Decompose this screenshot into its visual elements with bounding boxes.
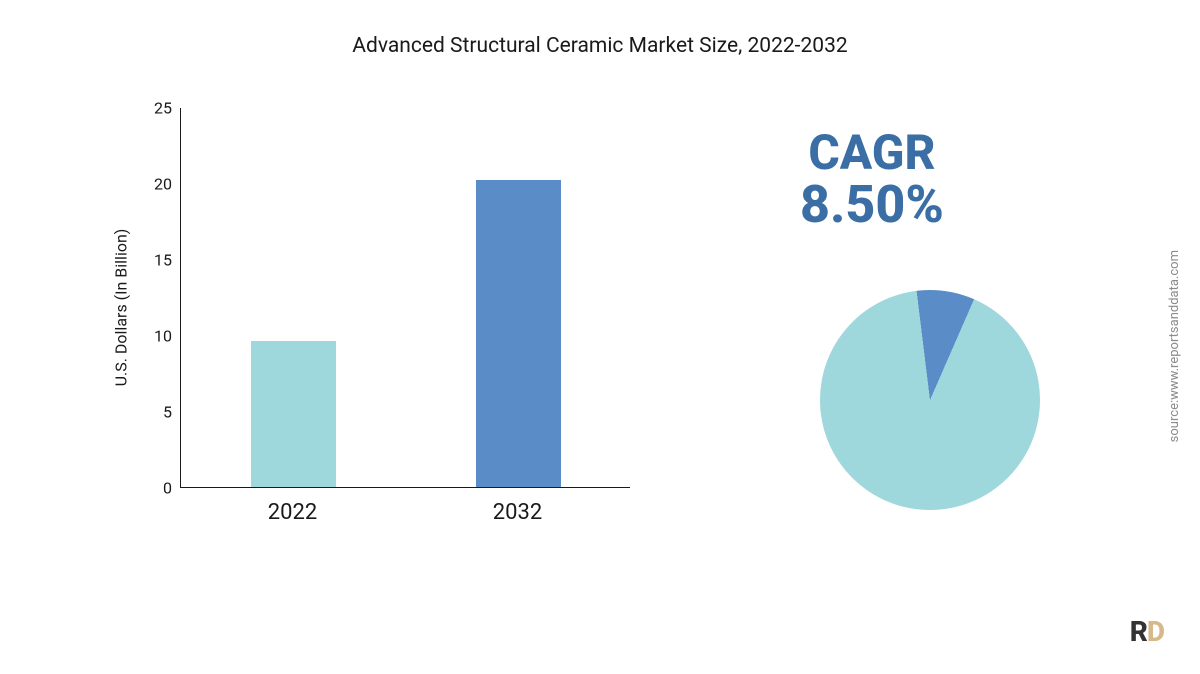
y-tick-label: 10 [154, 327, 172, 346]
y-axis-label: U.S. Dollars (In Billion) [111, 229, 130, 387]
pie-chart [820, 290, 1040, 510]
x-tick-label: 2032 [493, 500, 542, 525]
bar [476, 180, 562, 487]
cagr-value: 8.50% [800, 178, 944, 233]
y-tick-label: 15 [154, 251, 172, 270]
logo-letter-r: R [1130, 615, 1147, 648]
logo-letter-d: D [1147, 615, 1164, 648]
y-tick-label: 5 [163, 403, 172, 422]
y-tick-label: 25 [154, 99, 172, 118]
brand-logo: RD [1130, 615, 1164, 648]
x-tick-label: 2022 [268, 500, 317, 525]
bar [251, 341, 337, 487]
source-attribution: source:www.reportsanddata.com [1167, 250, 1182, 442]
y-axis: 0510152025 [140, 108, 180, 488]
bar-chart: U.S. Dollars (In Billion) 0510152025 202… [140, 108, 630, 508]
cagr-callout: CAGR 8.50% [800, 128, 944, 233]
y-tick-label: 20 [154, 175, 172, 194]
cagr-label: CAGR [800, 128, 944, 178]
chart-title: Advanced Structural Ceramic Market Size,… [0, 34, 1200, 58]
y-tick-label: 0 [163, 479, 172, 498]
plot-area [180, 108, 630, 488]
